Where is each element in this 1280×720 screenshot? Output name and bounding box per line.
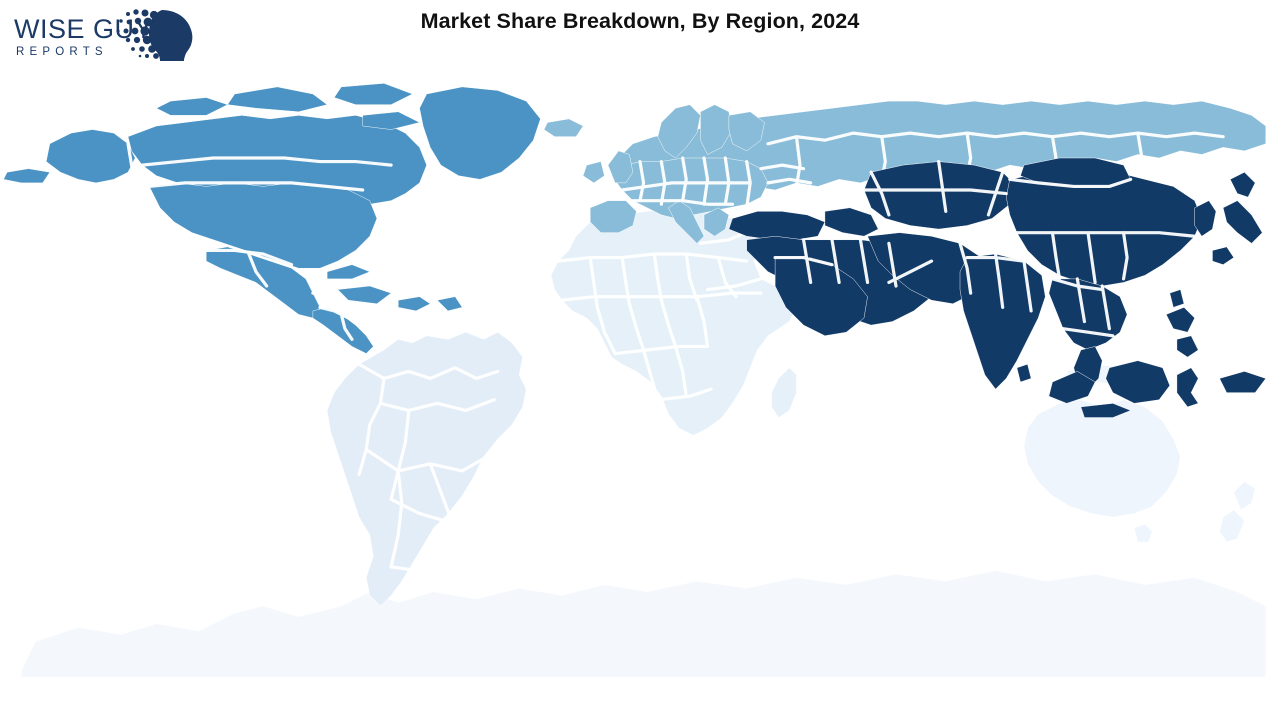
head-network-icon <box>116 9 193 61</box>
logo-wordmark-secondary: REPORTS <box>16 46 108 58</box>
region-asia-pacific-middle-east[interactable] <box>729 158 1266 418</box>
chart-header: WISE GUY REPORTS <box>0 0 1280 62</box>
wise-guy-reports-logo: WISE GUY REPORTS <box>12 6 202 62</box>
region-antarctica[interactable] <box>21 570 1265 677</box>
region-south-america[interactable] <box>327 332 526 606</box>
world-map-container <box>0 44 1280 720</box>
region-north-america[interactable] <box>4 83 541 353</box>
page-title: Market Share Breakdown, By Region, 2024 <box>420 9 860 33</box>
region-europe-russia[interactable] <box>544 101 1266 243</box>
world-choropleth-map <box>0 44 1280 720</box>
region-africa[interactable] <box>551 208 796 436</box>
